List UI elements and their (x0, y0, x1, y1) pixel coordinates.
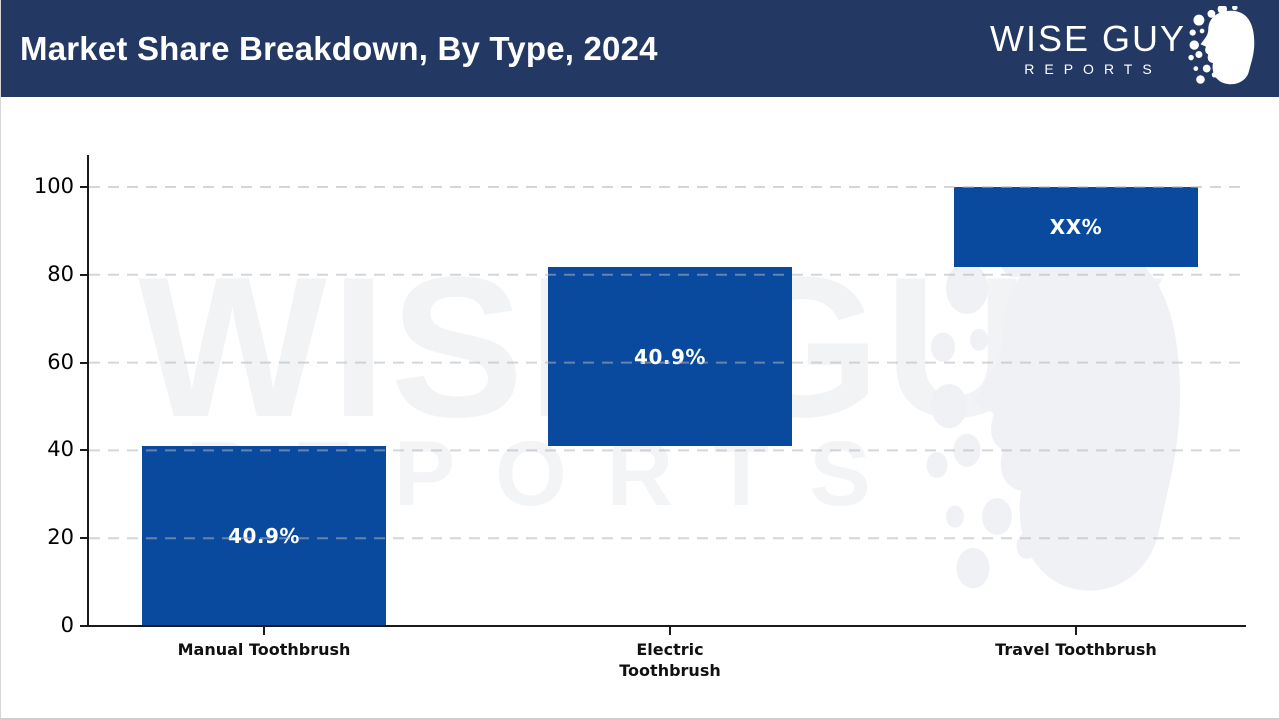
bar-value-label: 40.9% (634, 344, 706, 369)
brand-name: WISE GUY (989, 18, 1186, 59)
y-tick-label: 80 (47, 261, 74, 286)
brand-logo: WISE GUY REPORTS (990, 0, 1266, 97)
x-category-label: Manual Toothbrush (177, 640, 351, 659)
y-tick-mark (80, 537, 88, 540)
x-axis-line (86, 625, 1246, 627)
bar: 40.9% (142, 446, 386, 626)
x-tick-mark (1075, 627, 1077, 635)
bar: XX% (954, 187, 1198, 267)
y-axis-line (87, 155, 89, 627)
bar: 40.9% (548, 266, 792, 447)
y-tick-label: 60 (47, 349, 74, 374)
y-tick-label: 20 (47, 525, 74, 550)
y-tick-mark (80, 449, 88, 452)
bar-value-label: 40.9% (228, 524, 300, 549)
page-title: Market Share Breakdown, By Type, 2024 (20, 29, 658, 67)
y-tick-label: 40 (47, 437, 74, 462)
x-tick-mark (669, 627, 671, 635)
y-tick-mark (80, 625, 88, 627)
y-tick-label: 100 (33, 174, 74, 198)
watermark-face-icon (926, 222, 1180, 591)
brand-logo-text: WISE GUY REPORTS (989, 18, 1186, 77)
x-category-label: Electric Toothbrush (619, 640, 721, 680)
y-tick-label: 0 (60, 613, 74, 637)
brand-face-icon (1188, 5, 1255, 84)
brand-subtitle: REPORTS (1024, 61, 1162, 77)
y-tick-mark (80, 273, 88, 276)
bar-value-label: XX% (1049, 214, 1103, 239)
y-tick-mark (80, 361, 88, 364)
y-tick-mark (80, 186, 88, 188)
x-tick-mark (263, 627, 265, 635)
x-category-label: Travel Toothbrush (995, 640, 1157, 659)
header-bar: Market Share Breakdown, By Type, 2024 WI… (0, 0, 1280, 97)
